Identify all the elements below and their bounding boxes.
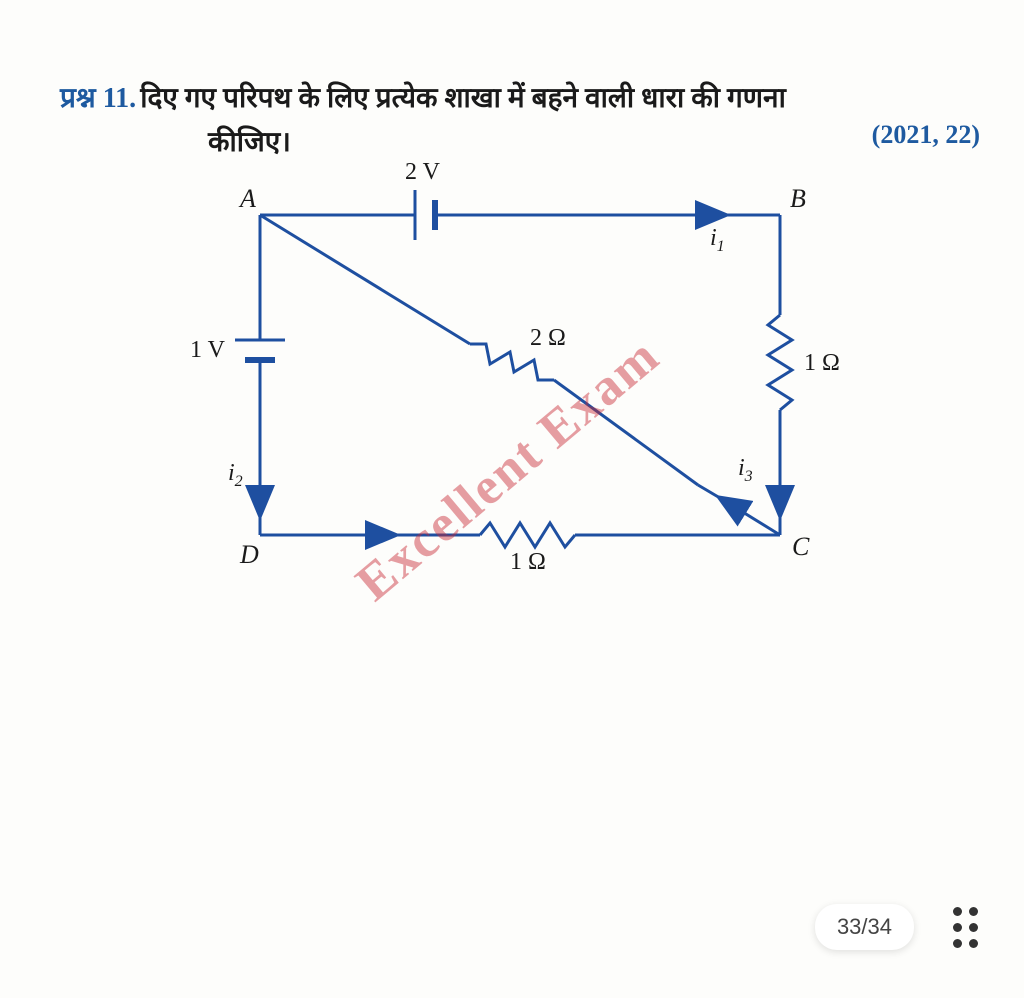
question-line1: प्रश्न 11. दिए गए परिपथ के लिए प्रत्येक …: [60, 78, 984, 116]
wire-AC-bot: [698, 485, 720, 498]
resistor-bottom-label: 1 Ω: [510, 549, 546, 575]
resistor-right-label: 1 Ω: [804, 350, 840, 376]
node-A-label: A: [238, 184, 256, 213]
wire-AC-mid: [554, 380, 698, 485]
dot-icon: [953, 907, 962, 916]
dot-icon: [953, 939, 962, 948]
wire-AC-top: [260, 215, 470, 344]
resistor-diag-label: 2 Ω: [530, 325, 566, 351]
more-options-button[interactable]: [938, 900, 994, 956]
resistor-bottom: [480, 523, 575, 547]
year-tag: (2021, 22): [872, 120, 980, 150]
dot-icon: [969, 907, 978, 916]
question-header: प्रश्न 11. दिए गए परिपथ के लिए प्रत्येक …: [60, 78, 984, 160]
current-i3-label: i3: [738, 455, 753, 485]
dot-icon: [969, 939, 978, 948]
node-B-label: B: [790, 184, 806, 213]
cell-1v-label: 1 V: [190, 337, 226, 363]
dot-icon: [953, 923, 962, 932]
node-D-label: D: [239, 540, 259, 569]
question-text-2: कीजिए।: [208, 127, 291, 158]
page-indicator[interactable]: 33/34: [815, 904, 914, 950]
current-i2-label: i2: [228, 460, 243, 490]
dot-icon: [969, 923, 978, 932]
circuit-diagram: A B C D 2 V 1 V 2 Ω 1 Ω 1 Ω i1 i2 i3: [180, 155, 860, 615]
question-text-1: दिए गए परिपथ के लिए प्रत्येक शाखा में बह…: [140, 83, 786, 114]
node-C-label: C: [792, 532, 810, 561]
circuit-svg: A B C D 2 V 1 V 2 Ω 1 Ω 1 Ω i1 i2 i3: [180, 155, 860, 615]
cell-2v-label: 2 V: [405, 159, 441, 185]
question-label: प्रश्न 11.: [60, 83, 136, 114]
resistor-right: [768, 315, 792, 410]
current-i1-label: i1: [710, 225, 725, 255]
wire-AC-arrow: [720, 498, 780, 535]
